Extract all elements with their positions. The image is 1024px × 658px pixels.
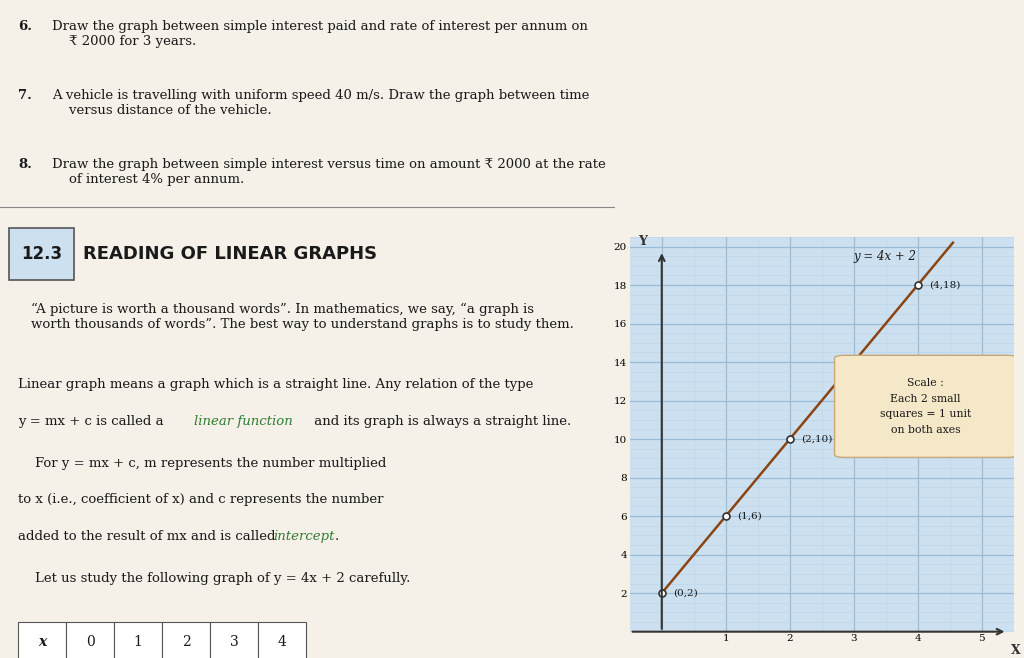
Text: Let us study the following graph of y = 4x + 2 carefully.: Let us study the following graph of y = …	[18, 572, 411, 586]
Text: X: X	[1011, 644, 1020, 657]
Text: 3: 3	[229, 635, 239, 649]
FancyBboxPatch shape	[258, 622, 306, 658]
Text: 7.: 7.	[18, 89, 33, 102]
Text: 2: 2	[182, 635, 190, 649]
Text: 8.: 8.	[18, 158, 33, 171]
Text: 6.: 6.	[18, 20, 33, 33]
Text: linear function: linear function	[194, 415, 292, 428]
Text: y = mx + c is called a: y = mx + c is called a	[18, 415, 168, 428]
FancyBboxPatch shape	[18, 622, 67, 658]
Text: x: x	[38, 635, 46, 649]
Text: Scale :
Each 2 small
squares = 1 unit
on both axes: Scale : Each 2 small squares = 1 unit on…	[880, 378, 971, 435]
FancyBboxPatch shape	[9, 228, 74, 280]
Text: (3,14): (3,14)	[865, 357, 897, 367]
Text: “A picture is worth a thousand words”. In mathematics, we say, “a graph is
worth: “A picture is worth a thousand words”. I…	[31, 303, 573, 331]
Text: added to the result of mx and is called: added to the result of mx and is called	[18, 530, 281, 543]
Text: 12.3: 12.3	[20, 245, 62, 263]
Text: Linear graph means a graph which is a straight line. Any relation of the type: Linear graph means a graph which is a st…	[18, 378, 534, 392]
Text: Draw the graph between simple interest versus time on amount ₹ 2000 at the rate
: Draw the graph between simple interest v…	[52, 158, 606, 186]
Text: A vehicle is travelling with uniform speed 40 m/s. Draw the graph between time
 : A vehicle is travelling with uniform spe…	[52, 89, 590, 117]
Text: y = 4x + 2: y = 4x + 2	[854, 250, 916, 263]
Text: (2,10): (2,10)	[801, 434, 833, 443]
FancyBboxPatch shape	[67, 622, 115, 658]
FancyBboxPatch shape	[210, 622, 258, 658]
FancyBboxPatch shape	[115, 622, 162, 658]
Text: to x (i.e., coefficient of x) and c represents the number: to x (i.e., coefficient of x) and c repr…	[18, 494, 384, 507]
Text: (4,18): (4,18)	[930, 280, 961, 290]
Text: intercept: intercept	[273, 530, 335, 543]
Text: .: .	[335, 530, 339, 543]
Text: READING OF LINEAR GRAPHS: READING OF LINEAR GRAPHS	[83, 245, 377, 263]
Text: For y = mx + c, m represents the number multiplied: For y = mx + c, m represents the number …	[18, 457, 387, 470]
Text: 4: 4	[278, 635, 287, 649]
Text: Draw the graph between simple interest paid and rate of interest per annum on
  : Draw the graph between simple interest p…	[52, 20, 588, 48]
Text: 0: 0	[86, 635, 94, 649]
FancyBboxPatch shape	[835, 355, 1017, 457]
Text: Y: Y	[638, 236, 647, 249]
Text: and its graph is always a straight line.: and its graph is always a straight line.	[310, 415, 571, 428]
FancyBboxPatch shape	[162, 622, 210, 658]
Text: (0,2): (0,2)	[674, 589, 698, 597]
Text: (1,6): (1,6)	[737, 512, 762, 520]
Text: 1: 1	[134, 635, 142, 649]
